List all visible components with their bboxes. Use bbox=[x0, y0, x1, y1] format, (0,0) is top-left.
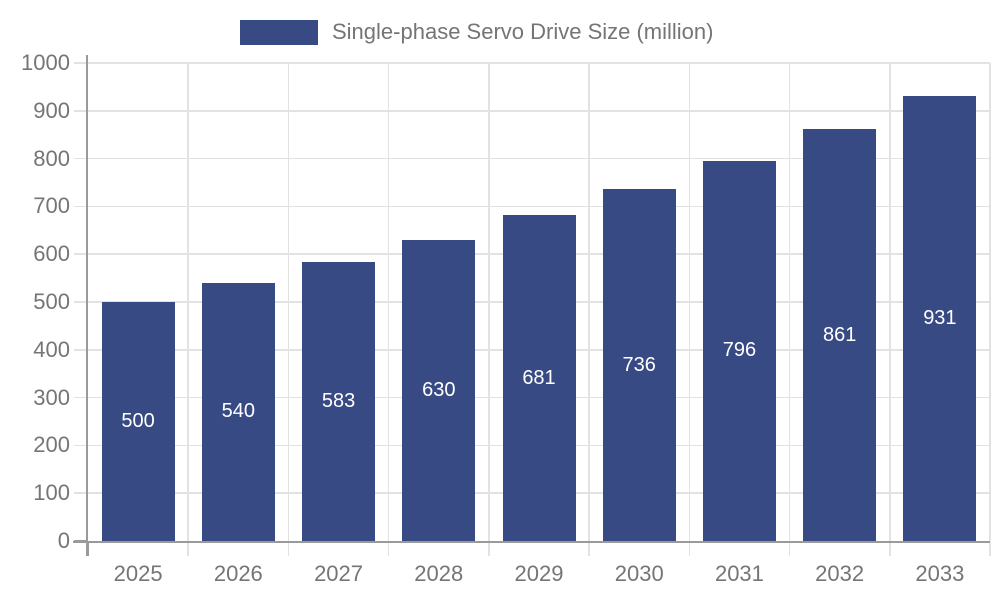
x-axis-tick bbox=[387, 542, 390, 556]
y-tick-label: 200 bbox=[33, 432, 70, 458]
y-tick-label: 100 bbox=[33, 480, 70, 506]
bar-value-label: 681 bbox=[522, 366, 556, 389]
x-tick-label: 2028 bbox=[414, 561, 464, 586]
bar-value-label: 583 bbox=[321, 390, 356, 413]
x-axis-tick bbox=[87, 542, 89, 556]
x-axis-tick bbox=[488, 542, 490, 556]
x-axis-tick bbox=[187, 542, 189, 556]
bar-2033[interactable]: 931 bbox=[903, 95, 977, 541]
gridline-horizontal bbox=[88, 157, 990, 160]
y-axis-tick bbox=[74, 301, 88, 303]
x-tick-label: 2032 bbox=[815, 561, 865, 586]
x-tick-label: 2031 bbox=[714, 561, 764, 586]
x-tick-label: 2030 bbox=[614, 561, 664, 586]
legend[interactable]: Single-phase Servo Drive Size (million) bbox=[240, 17, 713, 47]
y-tick-label: 1000 bbox=[21, 50, 70, 75]
bar-value-label: 736 bbox=[622, 353, 656, 376]
y-tick-label: 400 bbox=[33, 336, 70, 362]
gridline-vertical bbox=[688, 63, 691, 541]
y-tick-label: 500 bbox=[33, 289, 70, 314]
x-axis-line bbox=[73, 541, 990, 543]
y-axis-tick bbox=[74, 253, 88, 255]
gridline-vertical bbox=[387, 63, 390, 541]
bar-value-label: 500 bbox=[121, 410, 155, 432]
bar-2030[interactable]: 736 bbox=[602, 189, 676, 541]
x-tick-label: 2025 bbox=[113, 561, 163, 586]
bar-value-label: 630 bbox=[422, 378, 456, 401]
legend-swatch-icon bbox=[240, 19, 318, 45]
bar-value-label: 861 bbox=[822, 323, 857, 346]
bar-2032[interactable]: 861 bbox=[803, 129, 877, 541]
gridline-horizontal bbox=[88, 110, 990, 112]
y-axis-tick bbox=[74, 205, 88, 208]
y-axis-line bbox=[86, 55, 88, 556]
x-axis-tick bbox=[989, 542, 991, 556]
y-tick-label: 600 bbox=[33, 241, 70, 267]
x-axis-tick bbox=[788, 542, 791, 556]
y-tick-label: 0 bbox=[57, 528, 70, 553]
gridline-vertical bbox=[187, 63, 189, 541]
x-axis-tick bbox=[889, 542, 891, 556]
bar-value-label: 796 bbox=[722, 339, 757, 362]
gridline-vertical bbox=[287, 63, 290, 541]
y-tick-label: 700 bbox=[33, 193, 70, 219]
x-tick-label: 2026 bbox=[213, 561, 263, 586]
bar-2028[interactable]: 630 bbox=[402, 239, 476, 541]
y-tick-label: 900 bbox=[33, 97, 70, 123]
x-axis-tick bbox=[688, 542, 691, 556]
y-axis-tick bbox=[74, 110, 88, 112]
y-tick-label: 300 bbox=[33, 384, 70, 410]
bar-2027[interactable]: 583 bbox=[302, 262, 376, 541]
bar-value-label: 540 bbox=[221, 400, 256, 423]
y-axis-tick bbox=[74, 444, 88, 447]
y-axis-tick bbox=[74, 157, 88, 160]
y-axis-tick bbox=[74, 349, 88, 351]
y-tick-label: 800 bbox=[33, 145, 70, 171]
gridline-vertical bbox=[488, 63, 490, 541]
y-axis-tick bbox=[74, 492, 88, 494]
bar-2026[interactable]: 540 bbox=[201, 282, 275, 541]
x-tick-label: 2027 bbox=[314, 561, 364, 586]
gridline-vertical bbox=[788, 63, 791, 541]
gridline-horizontal bbox=[88, 205, 990, 208]
bar-2029[interactable]: 681 bbox=[502, 215, 576, 541]
gridline-vertical bbox=[889, 63, 891, 541]
bar-2025[interactable]: 500 bbox=[101, 302, 175, 541]
gridline-horizontal bbox=[88, 62, 990, 64]
gridline-vertical bbox=[989, 63, 991, 541]
bar-2031[interactable]: 796 bbox=[702, 160, 776, 541]
x-tick-label: 2029 bbox=[514, 561, 564, 586]
legend-label: Single-phase Servo Drive Size (million) bbox=[332, 19, 714, 44]
x-tick-label: 2033 bbox=[915, 561, 965, 586]
x-axis-tick bbox=[287, 542, 290, 556]
y-axis-tick bbox=[74, 62, 88, 64]
gridline-vertical bbox=[588, 63, 590, 541]
bar-value-label: 931 bbox=[923, 306, 957, 329]
x-axis-tick bbox=[588, 542, 590, 556]
y-axis-tick bbox=[74, 396, 88, 399]
